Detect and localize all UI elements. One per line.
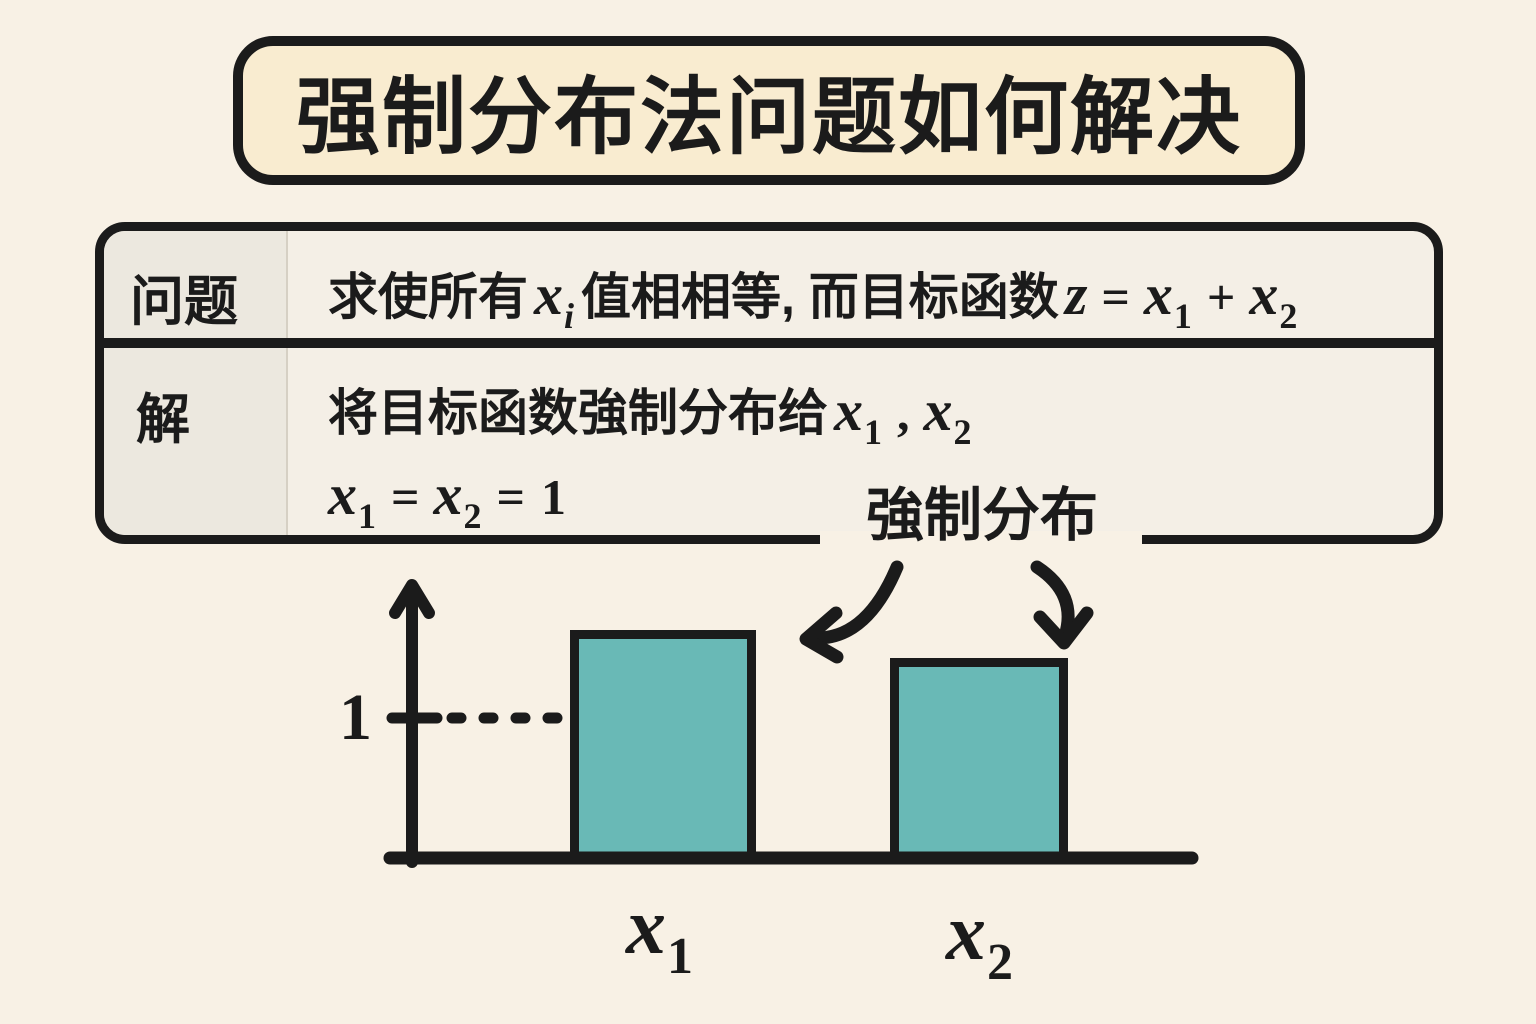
math-x-2: x2 (433, 462, 482, 536)
problem-text-part1: 求使所有 (328, 269, 528, 325)
table-label-column (104, 231, 288, 535)
equals-sign: = (391, 469, 420, 525)
math-x-1: x1 (328, 462, 376, 536)
math-x-2: x2 (923, 378, 972, 452)
math-z: z (1064, 262, 1088, 327)
equals-sign: = (496, 469, 526, 525)
problem-solution-table: 问题 求使所有 xi 值相相等, 而目标函数 z = x1 + x2 解 将目标函数強制分布给… (95, 222, 1443, 544)
value-one: 1 (541, 469, 566, 525)
math-x-2: x2 (1249, 262, 1298, 336)
math-x-i: xi (534, 262, 575, 336)
equals-sign: = (1101, 269, 1130, 325)
math-x-1: x1 (1143, 262, 1192, 336)
border-gap-mask (820, 531, 1142, 547)
bar-x2 (890, 658, 1068, 863)
title-banner: 强制分布法问题如何解决 (233, 36, 1305, 185)
comma: , (897, 385, 910, 441)
ytick-label-1: 1 (339, 681, 372, 754)
page-title: 强制分布法问题如何解决 (295, 70, 1242, 164)
solution-line-2: x1 = x2 = 1 (328, 461, 574, 536)
category-label-x2: x2 (946, 889, 1013, 991)
problem-row-label: 问题 (130, 272, 238, 332)
solution-text: 将目标函数強制分布给 (328, 385, 828, 441)
problem-text-part2: 值相相等, 而目标函数 (581, 269, 1059, 325)
forced-distribution-annotation: 強制分布 (865, 483, 1098, 548)
solution-line-1: 将目标函数強制分布给 x1, x2 (328, 373, 979, 452)
solution-row-label: 解 (136, 390, 190, 450)
plus-sign: + (1206, 269, 1236, 325)
y-axis-arrowhead (389, 579, 435, 619)
annotation-arrow-left (799, 560, 904, 664)
table-row-divider (104, 338, 1434, 348)
annotation-arrow-right (1030, 560, 1094, 650)
category-label-x1: x1 (626, 883, 693, 985)
bar-x1 (570, 630, 756, 863)
problem-row-text: 求使所有 xi 值相相等, 而目标函数 z = x1 + x2 (328, 257, 1304, 336)
math-x-1: x1 (834, 378, 882, 452)
